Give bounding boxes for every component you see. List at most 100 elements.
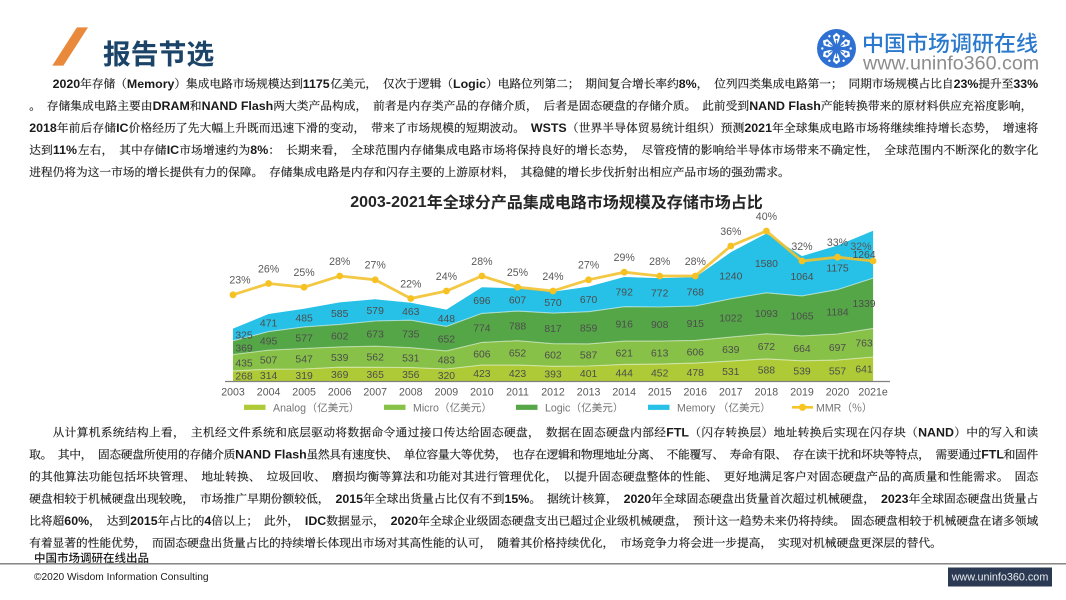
svg-text:2007: 2007 (363, 386, 387, 398)
svg-text:606: 606 (473, 350, 491, 361)
svg-text:641: 641 (855, 365, 873, 376)
svg-text:2021e: 2021e (858, 386, 888, 398)
svg-text:2004: 2004 (257, 386, 281, 398)
svg-text:2018: 2018 (29, 121, 57, 135)
svg-text:www.uninfo360.com: www.uninfo360.com (862, 53, 1039, 75)
svg-text:2015: 2015 (336, 492, 364, 506)
svg-text:NAND Flash: NAND Flash (235, 448, 307, 462)
svg-text:24%: 24% (436, 271, 458, 283)
svg-text:320: 320 (438, 371, 456, 382)
svg-text:33%: 33% (1013, 77, 1038, 91)
svg-text:1264: 1264 (852, 250, 875, 261)
svg-text:25%: 25% (293, 267, 315, 279)
svg-text:483: 483 (438, 356, 456, 367)
svg-text:539: 539 (793, 367, 811, 378)
svg-text:587: 587 (580, 351, 598, 362)
svg-text:356: 356 (402, 370, 420, 381)
svg-text:915: 915 (687, 319, 705, 330)
svg-text:1339: 1339 (852, 299, 875, 310)
svg-text:1093: 1093 (755, 309, 778, 320)
svg-text:FTL: FTL (981, 448, 1004, 462)
svg-text:547: 547 (295, 355, 313, 366)
svg-text:697: 697 (829, 343, 847, 354)
svg-text:652: 652 (509, 349, 527, 360)
svg-text:463: 463 (402, 307, 420, 318)
svg-text:452: 452 (651, 368, 669, 379)
svg-text:1065: 1065 (790, 312, 813, 323)
svg-text:588: 588 (758, 366, 776, 377)
svg-text:369: 369 (331, 370, 349, 381)
svg-text:448: 448 (438, 314, 456, 325)
svg-text:60%: 60% (64, 514, 89, 528)
svg-text:495: 495 (260, 337, 278, 348)
svg-text:32%: 32% (791, 241, 813, 253)
svg-text:2011: 2011 (506, 386, 529, 398)
svg-text:444: 444 (616, 368, 634, 379)
svg-text:423: 423 (473, 369, 491, 380)
svg-text:369: 369 (235, 344, 253, 355)
svg-text:2013: 2013 (577, 386, 601, 398)
svg-text:2020: 2020 (624, 492, 652, 506)
svg-text:FTL: FTL (666, 426, 689, 440)
svg-text:IC: IC (167, 143, 179, 157)
svg-text:319: 319 (295, 371, 313, 382)
svg-text:557: 557 (829, 366, 847, 377)
svg-text:NAND: NAND (918, 426, 954, 440)
svg-text:2010: 2010 (470, 386, 494, 398)
svg-text:8%: 8% (250, 143, 268, 157)
svg-text:32%: 32% (850, 241, 872, 253)
svg-text:©2020 Wisdom Information Consu: ©2020 Wisdom Information Consulting (34, 572, 209, 583)
svg-text:471: 471 (260, 319, 278, 330)
svg-text:2006: 2006 (328, 386, 352, 398)
svg-text:607: 607 (509, 296, 527, 307)
svg-text:4: 4 (204, 514, 211, 528)
svg-text:Memory: Memory (127, 77, 175, 91)
svg-text:570: 570 (544, 298, 562, 309)
svg-text:23%: 23% (229, 275, 251, 287)
svg-text:672: 672 (758, 342, 776, 353)
svg-text:2017: 2017 (719, 386, 743, 398)
svg-text:393: 393 (544, 369, 562, 380)
svg-text:485: 485 (295, 314, 313, 325)
svg-text:435: 435 (235, 359, 253, 370)
svg-text:2023: 2023 (881, 492, 909, 506)
svg-text:621: 621 (616, 349, 634, 360)
svg-text:Logic: Logic (453, 77, 486, 91)
svg-text:735: 735 (402, 330, 420, 341)
svg-text:23%: 23% (954, 77, 979, 91)
svg-text:585: 585 (331, 309, 349, 320)
svg-text:1064: 1064 (790, 272, 813, 283)
svg-text:916: 916 (616, 320, 634, 331)
svg-text:788: 788 (509, 322, 527, 333)
svg-text:268: 268 (235, 372, 253, 383)
svg-text:2020: 2020 (53, 77, 81, 91)
svg-text:22%: 22% (400, 278, 422, 290)
svg-text:1022: 1022 (719, 314, 742, 325)
svg-text:25%: 25% (507, 267, 529, 279)
svg-text:792: 792 (616, 288, 634, 299)
svg-text:562: 562 (367, 353, 385, 364)
svg-text:29%: 29% (614, 252, 636, 264)
svg-text:602: 602 (544, 351, 562, 362)
svg-text:24%: 24% (542, 271, 564, 283)
svg-text:423: 423 (509, 369, 527, 380)
svg-text:28%: 28% (649, 256, 671, 268)
svg-text:1580: 1580 (755, 259, 778, 270)
svg-text:531: 531 (722, 367, 740, 378)
svg-text:768: 768 (687, 287, 705, 298)
svg-text:26%: 26% (258, 263, 280, 275)
svg-text:8%: 8% (679, 77, 697, 91)
svg-text:40%: 40% (756, 211, 778, 223)
svg-text:539: 539 (331, 353, 349, 364)
svg-text:2014: 2014 (612, 386, 636, 398)
svg-text:325: 325 (235, 331, 253, 342)
svg-text:2003-2021: 2003-2021 (350, 194, 427, 211)
svg-text:908: 908 (651, 320, 669, 331)
svg-text:2020: 2020 (391, 514, 419, 528)
svg-text:1175: 1175 (303, 77, 330, 91)
svg-text:602: 602 (331, 331, 349, 342)
svg-text:2005: 2005 (292, 386, 316, 398)
svg-text:507: 507 (260, 356, 278, 367)
svg-text:28%: 28% (685, 256, 707, 268)
svg-text:1184: 1184 (826, 308, 849, 319)
